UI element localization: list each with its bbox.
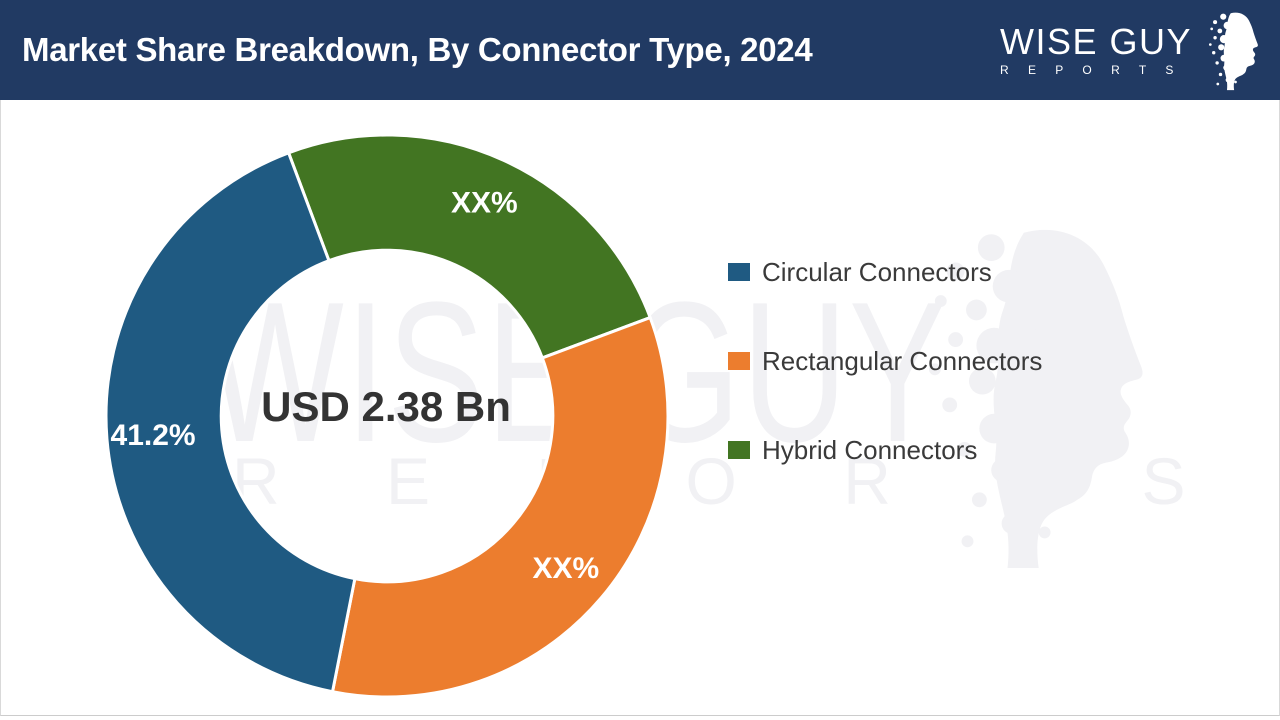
brand-logo: WISE GUY R E P O R T S (1000, 8, 1262, 92)
brand-subtitle: R E P O R T S (999, 63, 1182, 77)
legend-swatch-icon (728, 441, 750, 459)
chart-legend: Circular Connectors Rectangular Connector… (728, 253, 1042, 520)
legend-swatch-icon (728, 263, 750, 281)
brand-name: WISE GUY (999, 21, 1192, 62)
donut-segment-rectangular-connectors (331, 316, 670, 699)
legend-item: Hybrid Connectors (728, 431, 1042, 469)
legend-item: Circular Connectors (728, 253, 1042, 291)
brand-face-icon (1208, 12, 1258, 91)
segment-percent-label: 41.2% (111, 419, 196, 452)
segment-percent-label: XX% (451, 187, 518, 220)
legend-swatch-icon (728, 352, 750, 370)
legend-label: Rectangular Connectors (762, 345, 1043, 376)
donut-chart: XX% XX% 41.2% (104, 133, 670, 699)
donut-segment-circular-connectors (104, 151, 357, 694)
brand-text: WISE GUY R E P O R T S (999, 21, 1192, 77)
segment-percent-label: XX% (532, 552, 599, 585)
page-title: Market Share Breakdown, By Connector Typ… (22, 31, 813, 68)
header-bar: Market Share Breakdown, By Connector Typ… (0, 0, 1280, 100)
legend-label: Circular Connectors (762, 256, 992, 287)
chart-center-value: USD 2.38 Bn (261, 383, 511, 430)
legend-label: Hybrid Connectors (762, 434, 978, 465)
legend-item: Rectangular Connectors (728, 342, 1042, 380)
donut-segment-hybrid-connectors (287, 133, 652, 360)
